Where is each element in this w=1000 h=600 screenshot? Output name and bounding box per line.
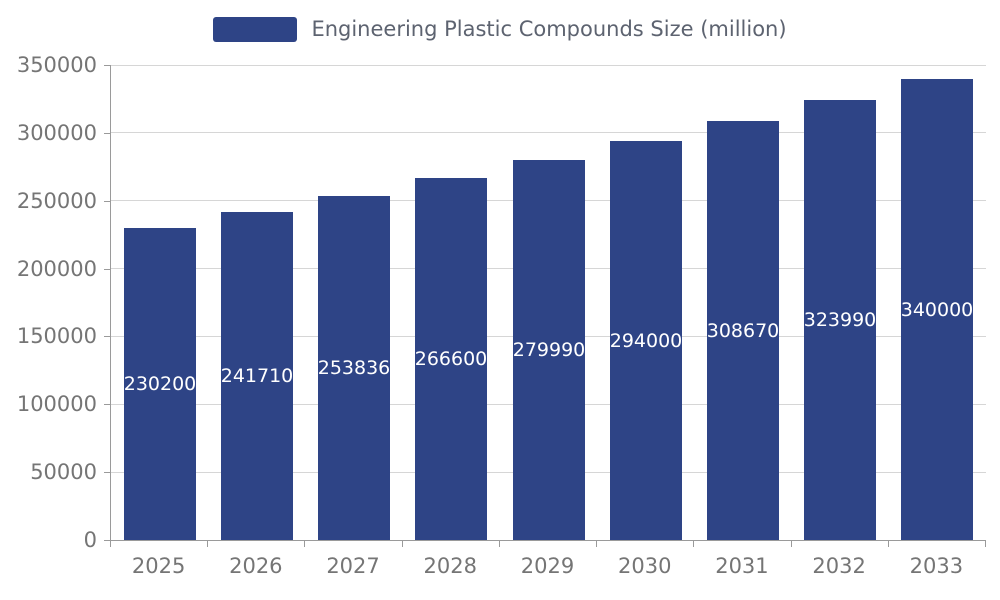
y-tick-mark-0 bbox=[104, 540, 110, 541]
x-tick-mark-0 bbox=[110, 541, 111, 547]
bar-value-2033: 340000 bbox=[900, 298, 974, 321]
legend-swatch bbox=[213, 16, 298, 42]
gridline-350000 bbox=[111, 64, 986, 66]
x-tick-label-2028: 2028 bbox=[423, 554, 477, 578]
bar-2032: 323990 bbox=[804, 100, 876, 540]
y-tick-label-250000: 250000 bbox=[16, 188, 97, 213]
x-tick-mark-5 bbox=[596, 541, 598, 547]
x-tick-label-2031: 2031 bbox=[715, 554, 769, 578]
bar-2025: 230200 bbox=[124, 228, 196, 540]
x-tick-label-2027: 2027 bbox=[326, 554, 380, 578]
y-tick-label-0: 0 bbox=[83, 528, 97, 552]
plot-area: 230200 241710 253836 266600 279990 294000 3086… bbox=[110, 64, 986, 541]
x-tick-mark-4 bbox=[498, 541, 500, 547]
bar-2031: 308670 bbox=[707, 121, 779, 540]
y-tick-label-150000: 150000 bbox=[16, 324, 97, 349]
x-tick-mark-6 bbox=[693, 541, 695, 547]
y-tick-mark-200000 bbox=[104, 268, 110, 270]
bar-value-2031: 308670 bbox=[706, 319, 780, 342]
bar-2030: 294000 bbox=[610, 141, 682, 540]
bar-value-2028: 266600 bbox=[414, 348, 488, 370]
bar-2028: 266600 bbox=[415, 178, 487, 540]
x-tick-mark-7 bbox=[790, 541, 792, 547]
bar-2026: 241710 bbox=[221, 212, 293, 540]
bar-value-2025: 230200 bbox=[123, 373, 197, 395]
bar-value-2026: 241710 bbox=[220, 365, 294, 387]
bar-2027: 253836 bbox=[318, 196, 390, 540]
y-tick-mark-150000 bbox=[104, 336, 110, 338]
x-tick-mark-1 bbox=[207, 541, 209, 547]
y-tick-label-100000: 100000 bbox=[16, 392, 97, 417]
y-tick-label-350000: 350000 bbox=[16, 53, 97, 77]
x-tick-mark-2 bbox=[304, 541, 306, 547]
bar-value-2027: 253836 bbox=[317, 357, 391, 379]
gridline-300000 bbox=[111, 132, 986, 134]
bar-2029: 279990 bbox=[513, 160, 585, 540]
legend-label: Engineering Plastic Compounds Size (mill… bbox=[311, 17, 787, 41]
bar-value-2029: 279990 bbox=[512, 339, 586, 361]
bar-value-2032: 323990 bbox=[803, 309, 877, 331]
x-tick-label-2029: 2029 bbox=[520, 554, 575, 578]
y-tick-label-200000: 200000 bbox=[16, 256, 97, 281]
y-tick-mark-50000 bbox=[104, 472, 110, 474]
bar-2033: 340000 bbox=[901, 79, 973, 540]
y-tick-mark-350000 bbox=[104, 65, 110, 66]
x-tick-label-2032: 2032 bbox=[812, 554, 866, 578]
legend: Engineering Plastic Compounds Size (mill… bbox=[0, 14, 1000, 44]
y-tick-label-50000: 50000 bbox=[30, 460, 97, 485]
x-tick-label-2033: 2033 bbox=[909, 554, 964, 578]
x-tick-mark-9 bbox=[985, 541, 986, 547]
x-tick-mark-8 bbox=[887, 541, 889, 547]
x-tick-label-2026: 2026 bbox=[229, 554, 283, 578]
x-tick-label-2025: 2025 bbox=[131, 554, 186, 578]
y-tick-label-300000: 300000 bbox=[16, 120, 97, 145]
y-tick-mark-300000 bbox=[104, 132, 110, 134]
x-tick-label-2030: 2030 bbox=[617, 554, 672, 578]
y-tick-mark-100000 bbox=[104, 404, 110, 406]
y-tick-mark-250000 bbox=[104, 200, 110, 202]
x-tick-mark-3 bbox=[401, 541, 403, 547]
bar-value-2030: 294000 bbox=[609, 329, 683, 352]
